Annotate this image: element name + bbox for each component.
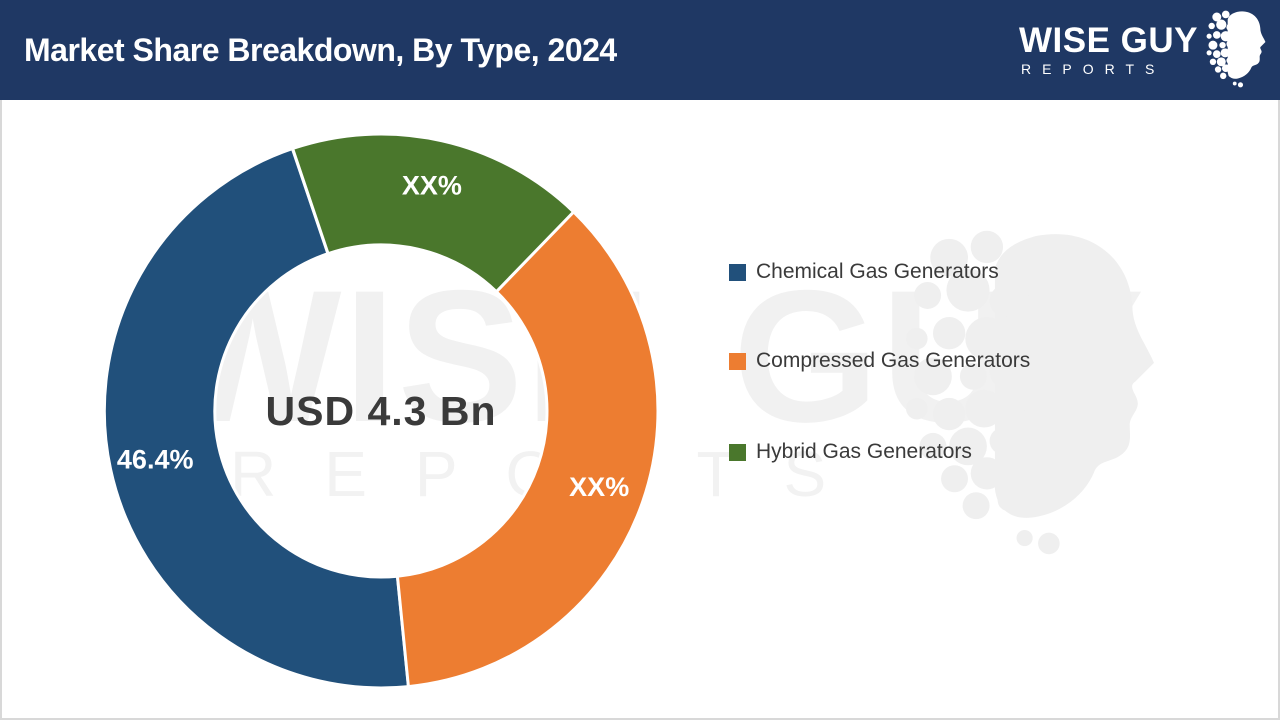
wiseguy-head-icon (1206, 10, 1266, 88)
page-border-bottom (0, 718, 1280, 720)
page-border-right (1278, 100, 1280, 720)
donut-slice-0 (102, 147, 410, 690)
logo-tagline-text: REPORTS (1020, 60, 1166, 77)
donut-slice-1 (395, 210, 660, 689)
wiseguy-logo-text: WISE GUY REPORTS (1019, 23, 1198, 76)
slice-value-label-2: XX% (402, 171, 462, 201)
donut-slices: 46.4% XX% XX% (102, 132, 660, 690)
legend-swatch-hybrid (729, 443, 746, 461)
legend-swatch-compressed (729, 352, 746, 370)
page-title: Market Share Breakdown, By Type, 2024 (24, 31, 617, 68)
legend-label: Hybrid Gas Generators (756, 440, 972, 463)
logo-brand-text: WISE GUY (1018, 20, 1198, 60)
legend-item-compressed-gas-generators: Compressed Gas Generators (729, 344, 1030, 378)
wiseguy-logo: WISE GUY REPORTS (1019, 8, 1268, 90)
legend-label: Compressed Gas Generators (756, 349, 1031, 372)
legend-label: Chemical Gas Generators (756, 260, 999, 283)
legend-item-hybrid-gas-generators: Hybrid Gas Generators (729, 435, 972, 469)
legend-item-chemical-gas-generators: Chemical Gas Generators (729, 255, 999, 289)
donut-slice-2 (291, 132, 576, 294)
center-value-label: USD 4.3 Bn (266, 388, 497, 434)
donut-chart: 46.4% XX% XX% USD 4.3 Bn (102, 132, 660, 690)
slice-value-label-1: XX% (569, 472, 629, 502)
slice-value-label-0: 46.4% (117, 445, 194, 475)
header-bar: Market Share Breakdown, By Type, 2024 WI… (0, 0, 1280, 100)
legend-swatch-chemical (729, 263, 746, 281)
page-border-left (0, 100, 2, 720)
